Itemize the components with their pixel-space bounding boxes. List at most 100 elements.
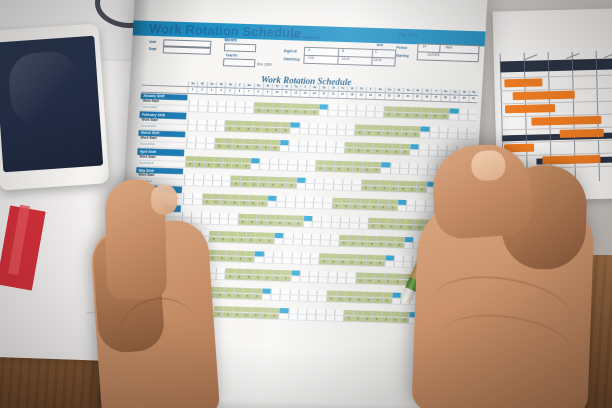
work-cell[interactable] (260, 307, 270, 313)
grid-cell[interactable] (316, 141, 327, 147)
work-cell[interactable]: 8 (253, 108, 263, 114)
work-cell[interactable]: 8 (365, 260, 375, 266)
work-cell[interactable]: 8 (369, 186, 380, 192)
work-cell[interactable] (341, 198, 351, 204)
grid-cell[interactable] (206, 106, 217, 113)
work-cell[interactable] (242, 287, 253, 294)
work-cell[interactable]: 8 (230, 181, 240, 188)
grid-cell[interactable] (324, 315, 335, 321)
grid-cell[interactable] (306, 314, 316, 320)
grid-cell[interactable] (330, 216, 341, 222)
work-cell[interactable] (232, 138, 243, 145)
work-cell[interactable]: 8 (223, 144, 233, 150)
work-cell[interactable] (233, 120, 244, 126)
work-cell[interactable]: 8 (382, 130, 392, 137)
work-cell[interactable] (331, 197, 342, 203)
work-cell[interactable] (231, 157, 242, 163)
grid-cell[interactable] (313, 197, 323, 203)
work-cell[interactable] (194, 156, 205, 162)
work-cell[interactable] (213, 156, 223, 163)
work-cell[interactable] (271, 121, 281, 127)
work-cell[interactable] (274, 214, 285, 220)
pay-day-cell[interactable] (384, 255, 394, 261)
grid-cell[interactable] (186, 137, 196, 143)
work-cell[interactable]: 8 (363, 130, 374, 136)
work-cell[interactable]: 8 (397, 187, 408, 193)
work-cell[interactable] (377, 217, 387, 224)
grid-cell[interactable] (272, 257, 282, 263)
work-cell[interactable] (363, 291, 374, 297)
work-cell[interactable] (356, 254, 366, 260)
grid-cell[interactable] (336, 123, 346, 129)
work-cell[interactable] (343, 309, 354, 315)
grid-cell[interactable] (289, 276, 300, 283)
grid-cell[interactable] (197, 106, 208, 112)
grid-cell[interactable] (327, 271, 337, 278)
grid-cell[interactable] (365, 105, 375, 112)
grid-cell[interactable] (307, 141, 317, 147)
grid-cell[interactable] (263, 257, 273, 263)
work-cell[interactable] (185, 155, 195, 162)
work-cell[interactable]: 8 (265, 220, 275, 226)
pay-day-cell[interactable] (250, 157, 260, 164)
grid-cell[interactable] (419, 132, 430, 138)
work-cell[interactable] (293, 215, 304, 221)
work-cell[interactable]: 8 (395, 224, 406, 230)
work-cell[interactable]: 8 (224, 125, 234, 132)
grid-cell[interactable] (300, 258, 310, 264)
work-cell[interactable] (324, 160, 335, 166)
work-cell[interactable] (326, 290, 336, 296)
grid-cell[interactable] (221, 175, 231, 181)
work-cell[interactable]: 8 (344, 148, 354, 154)
grid-cell[interactable] (306, 159, 316, 166)
work-cell[interactable]: 8 (372, 297, 383, 304)
work-cell[interactable]: 8 (240, 163, 251, 169)
grid-cell[interactable] (349, 216, 359, 223)
grid-cell[interactable] (187, 124, 197, 131)
work-cell[interactable]: 8 (354, 278, 365, 285)
work-cell[interactable] (382, 124, 393, 131)
work-cell[interactable] (267, 177, 278, 183)
work-cell[interactable] (245, 232, 256, 238)
work-cell[interactable] (348, 235, 358, 241)
grid-cell[interactable] (284, 202, 295, 208)
work-cell[interactable]: 8 (354, 130, 365, 136)
work-cell[interactable]: 8 (364, 279, 374, 285)
grid-cell[interactable] (221, 181, 231, 187)
work-cell[interactable]: 8 (286, 183, 296, 189)
grid-cell[interactable] (447, 126, 458, 133)
work-cell[interactable] (272, 102, 282, 109)
work-cell[interactable]: 8 (381, 298, 392, 304)
work-cell[interactable]: 8 (338, 241, 349, 247)
work-cell[interactable]: 8 (261, 127, 272, 133)
grid-cell[interactable] (308, 277, 319, 283)
work-cell[interactable]: 8 (362, 316, 372, 322)
grid-cell[interactable] (299, 277, 309, 283)
grid-cell[interactable] (268, 164, 279, 170)
work-cell[interactable]: 8 (213, 144, 224, 150)
work-cell[interactable] (226, 250, 236, 256)
work-cell[interactable]: 8 (328, 259, 338, 265)
work-cell[interactable] (390, 311, 400, 317)
grid-cell[interactable] (228, 219, 238, 225)
work-cell[interactable]: 8 (250, 312, 261, 319)
grid-cell[interactable] (447, 132, 458, 139)
work-cell[interactable]: 8 (233, 126, 244, 132)
grid-cell[interactable] (315, 308, 326, 315)
grid-cell[interactable] (364, 111, 375, 118)
grid-cell[interactable] (336, 110, 347, 117)
grid-cell[interactable] (458, 108, 468, 114)
work-cell[interactable] (372, 291, 383, 298)
work-cell[interactable]: 8 (411, 113, 421, 119)
work-cell[interactable] (237, 213, 248, 219)
work-cell[interactable] (397, 181, 408, 187)
work-cell[interactable]: 8 (232, 293, 243, 299)
work-cell[interactable]: 8 (387, 205, 397, 211)
pay-day-cell[interactable] (396, 199, 407, 206)
pay-day-cell[interactable] (289, 122, 300, 128)
work-cell[interactable]: 8 (353, 148, 363, 154)
work-cell[interactable]: 8 (361, 167, 372, 173)
grid-cell[interactable] (303, 202, 314, 209)
grid-cell[interactable] (351, 179, 362, 186)
grid-cell[interactable] (308, 271, 319, 277)
